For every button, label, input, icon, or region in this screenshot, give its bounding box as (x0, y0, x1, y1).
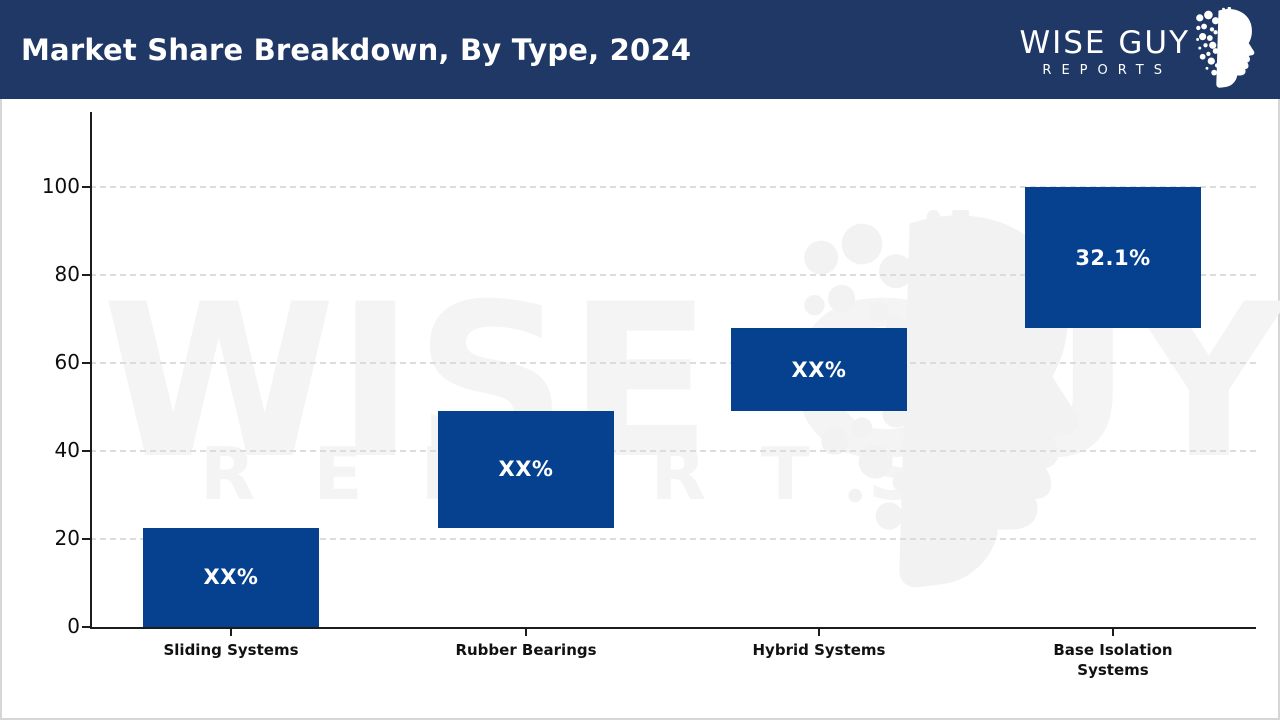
brand-logo-text: WISE GUY REPORTS (1019, 25, 1190, 78)
x-tick (525, 629, 527, 636)
x-tick-label: Base Isolation Systems (1053, 641, 1173, 680)
y-tick-label: 60 (54, 350, 80, 374)
y-tick (82, 274, 90, 276)
bar-value-label: XX% (791, 357, 847, 382)
x-tick (1112, 629, 1114, 636)
bar: XX% (731, 328, 907, 412)
x-tick (230, 629, 232, 636)
page-title: Market Share Breakdown, By Type, 2024 (21, 32, 692, 67)
y-tick-label: 100 (41, 174, 80, 198)
x-tick-label: Rubber Bearings (455, 641, 597, 659)
gridline (90, 450, 1256, 452)
gridline (90, 362, 1256, 364)
y-tick (82, 626, 90, 628)
gridline (90, 538, 1256, 540)
x-axis-spine (90, 627, 1256, 629)
x-tick-label: Hybrid Systems (752, 641, 886, 659)
bar-value-label: XX% (498, 457, 554, 482)
y-axis-spine (90, 112, 92, 629)
gridline (90, 274, 1256, 276)
y-tick (82, 186, 90, 188)
bar: XX% (143, 527, 319, 627)
y-tick-label: 40 (54, 438, 80, 462)
y-tick (82, 450, 90, 452)
bar: 32.1% (1025, 187, 1201, 329)
y-tick-label: 0 (67, 614, 80, 638)
y-tick-label: 20 (54, 526, 80, 550)
y-tick (82, 538, 90, 540)
gridline (90, 186, 1256, 188)
x-tick-label: Sliding Systems (163, 641, 299, 659)
bar-value-label: 32.1% (1075, 245, 1151, 270)
y-tick (82, 362, 90, 364)
brand-name: WISE GUY (1019, 24, 1190, 61)
brand-subtitle: REPORTS (1042, 62, 1173, 78)
bar: XX% (438, 411, 614, 528)
y-tick-label: 80 (54, 262, 80, 286)
chart-area: WISE GUY REPORTS 020406080100XX%Sliding … (0, 99, 1280, 720)
x-tick (818, 629, 820, 636)
brand-head-icon (1196, 7, 1255, 88)
header: Market Share Breakdown, By Type, 2024 WI… (0, 0, 1280, 99)
bar-value-label: XX% (203, 565, 259, 590)
brand-logo: WISE GUY REPORTS (1019, 6, 1266, 96)
